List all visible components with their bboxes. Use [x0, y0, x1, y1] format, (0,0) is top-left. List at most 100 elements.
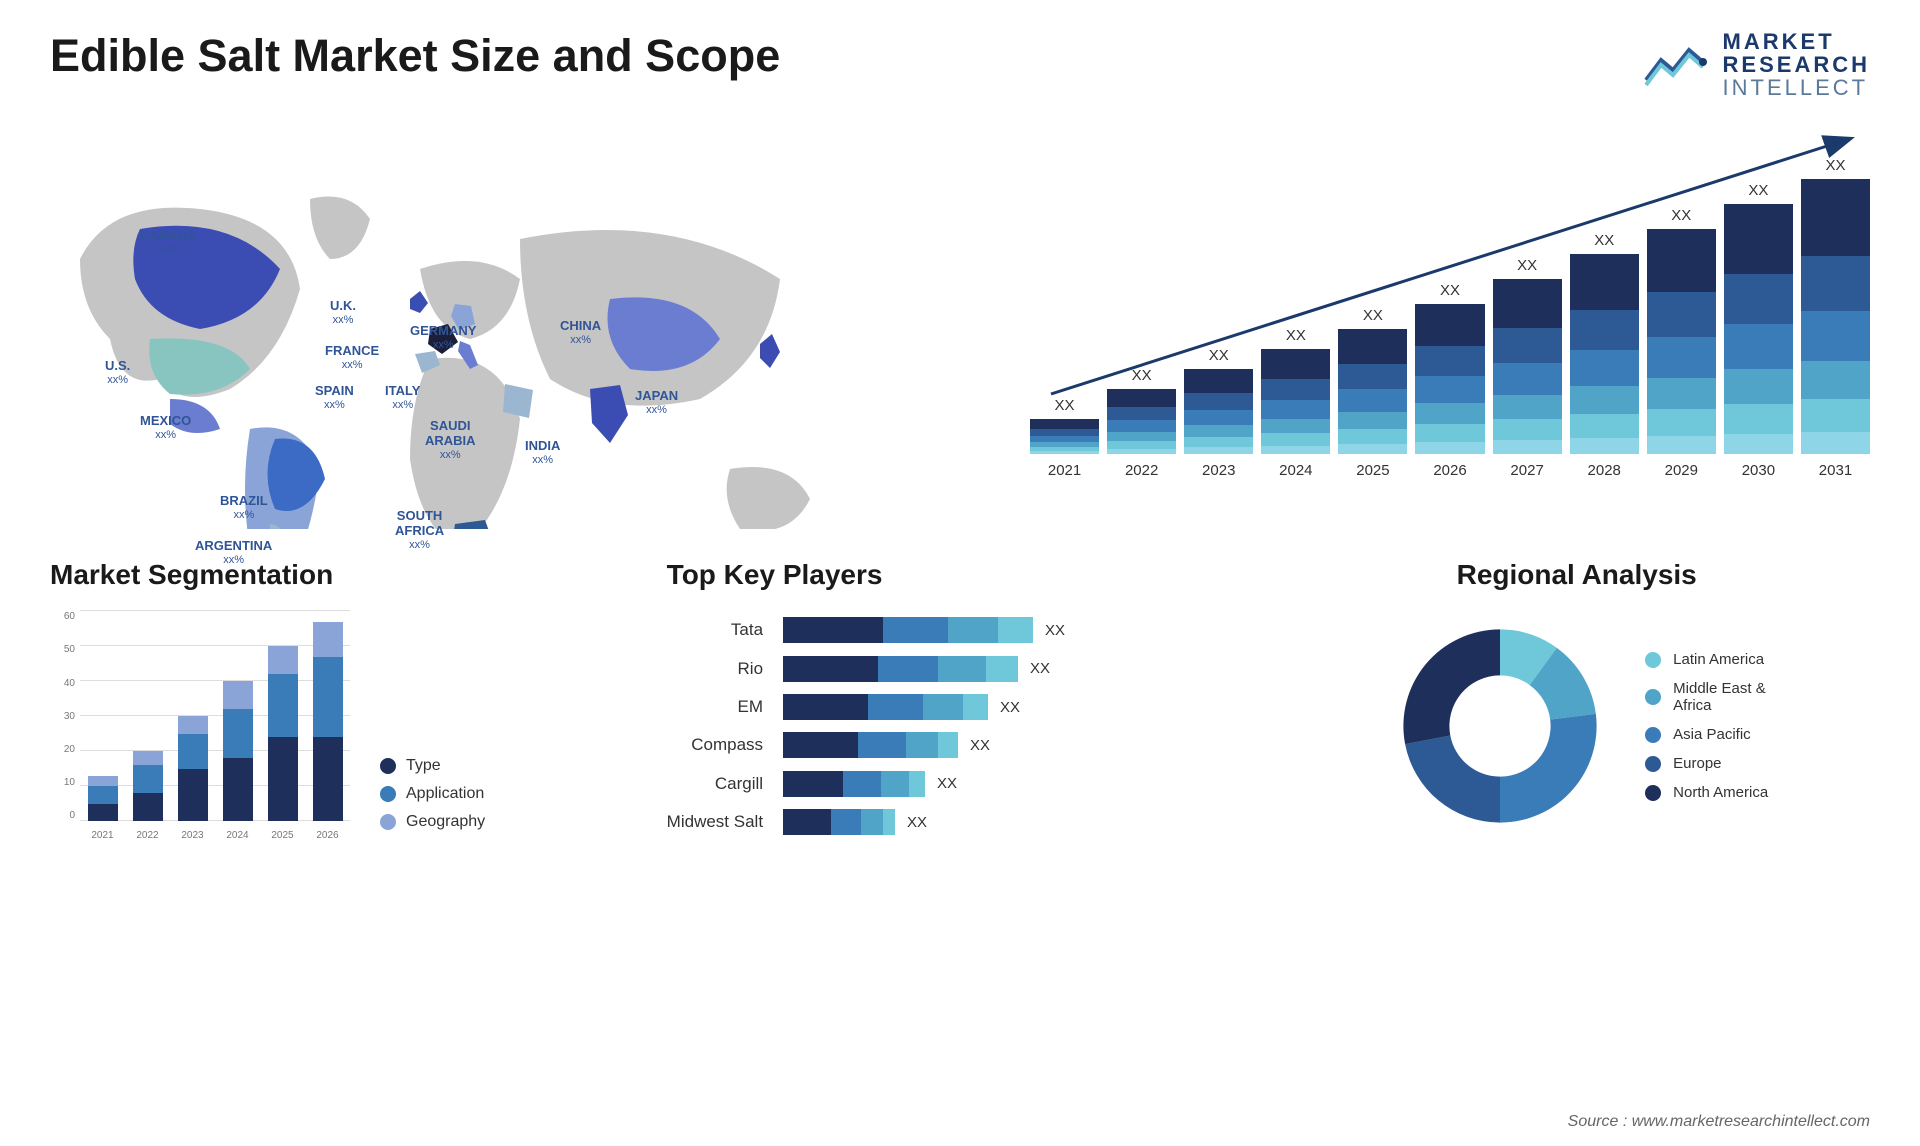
player-bar-cargill: XX [783, 771, 1253, 797]
seg-y-tick: 0 [50, 810, 75, 821]
players-title: Top Key Players [667, 559, 1254, 591]
seg-y-tick: 40 [50, 678, 75, 689]
seg-year-label: 2021 [91, 830, 113, 841]
forecast-bar-label: XX [1209, 347, 1229, 364]
forecast-bar-2023: XX [1184, 369, 1253, 454]
seg-swatch [380, 758, 396, 774]
world-map-panel: CANADAxx%U.S.xx%MEXICOxx%BRAZILxx%ARGENT… [50, 129, 990, 529]
donut-segment-asia-pacific [1500, 714, 1597, 823]
forecast-year-label: 2024 [1261, 462, 1330, 479]
forecast-bar-2029: XX [1647, 229, 1716, 454]
forecast-chart: XXXXXXXXXXXXXXXXXXXXXX 20212022202320242… [1030, 129, 1870, 529]
forecast-bar-label: XX [1286, 327, 1306, 344]
seg-swatch [380, 786, 396, 802]
donut-segment-north-america [1404, 630, 1501, 745]
forecast-year-label: 2023 [1184, 462, 1253, 479]
forecast-bar-2021: XX [1030, 419, 1099, 454]
player-name: Rio [667, 659, 763, 679]
seg-y-tick: 50 [50, 644, 75, 655]
seg-bar-2021 [88, 776, 118, 822]
seg-y-tick: 60 [50, 611, 75, 622]
map-label-mexico: MEXICOxx% [140, 414, 191, 442]
segmentation-chart: 6050403020100 202120222023202420252026 [50, 611, 350, 841]
seg-bar-2026 [313, 622, 343, 822]
forecast-year-label: 2031 [1801, 462, 1870, 479]
forecast-bar-label: XX [1825, 157, 1845, 174]
logo-line3: INTELLECT [1723, 76, 1870, 99]
donut-segment-europe [1405, 736, 1500, 823]
player-name: Cargill [667, 774, 763, 794]
seg-y-tick: 20 [50, 744, 75, 755]
player-value: XX [937, 775, 957, 792]
logo-line2: RESEARCH [1723, 53, 1870, 76]
forecast-year-label: 2025 [1338, 462, 1407, 479]
map-label-argentina: ARGENTINAxx% [195, 539, 272, 567]
map-label-india: INDIAxx% [525, 439, 560, 467]
regional-swatch [1645, 727, 1661, 743]
regional-title: Regional Analysis [1283, 559, 1870, 591]
regional-swatch [1645, 756, 1661, 772]
seg-year-label: 2026 [316, 830, 338, 841]
forecast-year-label: 2022 [1107, 462, 1176, 479]
forecast-bar-2030: XX [1724, 204, 1793, 454]
brand-logo: MARKET RESEARCH INTELLECT [1641, 30, 1870, 99]
map-label-china: CHINAxx% [560, 319, 601, 347]
seg-legend-item: Application [380, 785, 485, 803]
player-bar-compass: XX [783, 732, 1253, 758]
forecast-year-label: 2026 [1415, 462, 1484, 479]
seg-year-label: 2025 [271, 830, 293, 841]
map-label-spain: SPAINxx% [315, 384, 354, 412]
seg-y-tick: 30 [50, 711, 75, 722]
seg-year-label: 2024 [226, 830, 248, 841]
regional-legend-item: North America [1645, 784, 1768, 801]
seg-bar-2023 [178, 716, 208, 821]
regional-legend-label: Europe [1673, 755, 1721, 772]
regional-legend-label: Asia Pacific [1673, 726, 1751, 743]
top-key-players-panel: Top Key Players TataRioEMCompassCargillM… [667, 559, 1254, 841]
page-title: Edible Salt Market Size and Scope [50, 30, 780, 82]
forecast-bar-2031: XX [1801, 179, 1870, 454]
seg-legend-item: Geography [380, 813, 485, 831]
seg-year-label: 2023 [181, 830, 203, 841]
regional-analysis-panel: Regional Analysis Latin America Middle Ea… [1283, 559, 1870, 841]
player-value: XX [970, 737, 990, 754]
forecast-bar-2028: XX [1570, 254, 1639, 454]
forecast-bar-label: XX [1517, 257, 1537, 274]
player-bar-tata: XX [783, 617, 1253, 643]
regional-donut [1385, 611, 1615, 841]
forecast-bar-2024: XX [1261, 349, 1330, 454]
seg-swatch [380, 814, 396, 830]
regional-legend-label: Middle East &Africa [1673, 680, 1766, 714]
player-bar-rio: XX [783, 656, 1253, 682]
regional-legend-label: Latin America [1673, 651, 1764, 668]
forecast-bar-label: XX [1671, 207, 1691, 224]
player-name: Compass [667, 735, 763, 755]
world-map [50, 129, 990, 529]
forecast-bar-label: XX [1440, 282, 1460, 299]
player-bar-em: XX [783, 694, 1253, 720]
regional-legend-label: North America [1673, 784, 1768, 801]
map-label-south-africa: SOUTHAFRICAxx% [395, 509, 444, 552]
forecast-bar-label: XX [1363, 307, 1383, 324]
player-name: EM [667, 697, 763, 717]
map-label-italy: ITALYxx% [385, 384, 420, 412]
seg-y-tick: 10 [50, 777, 75, 788]
seg-bar-2024 [223, 681, 253, 821]
player-value: XX [1000, 699, 1020, 716]
map-label-brazil: BRAZILxx% [220, 494, 268, 522]
seg-legend-label: Geography [406, 813, 485, 831]
forecast-year-label: 2030 [1724, 462, 1793, 479]
seg-bar-2022 [133, 751, 163, 821]
market-segmentation-panel: Market Segmentation 6050403020100 202120… [50, 559, 637, 841]
forecast-bar-2026: XX [1415, 304, 1484, 454]
regional-swatch [1645, 652, 1661, 668]
forecast-bar-label: XX [1748, 182, 1768, 199]
seg-bar-2025 [268, 646, 298, 821]
players-chart: TataRioEMCompassCargillMidwest Salt XXXX… [667, 611, 1254, 841]
player-bar-midwest-salt: XX [783, 809, 1253, 835]
source-attribution: Source : www.marketresearchintellect.com [1568, 1113, 1870, 1131]
forecast-bar-2022: XX [1107, 389, 1176, 454]
forecast-bar-label: XX [1132, 367, 1152, 384]
map-label-saudi-arabia: SAUDIARABIAxx% [425, 419, 476, 462]
player-value: XX [907, 814, 927, 831]
